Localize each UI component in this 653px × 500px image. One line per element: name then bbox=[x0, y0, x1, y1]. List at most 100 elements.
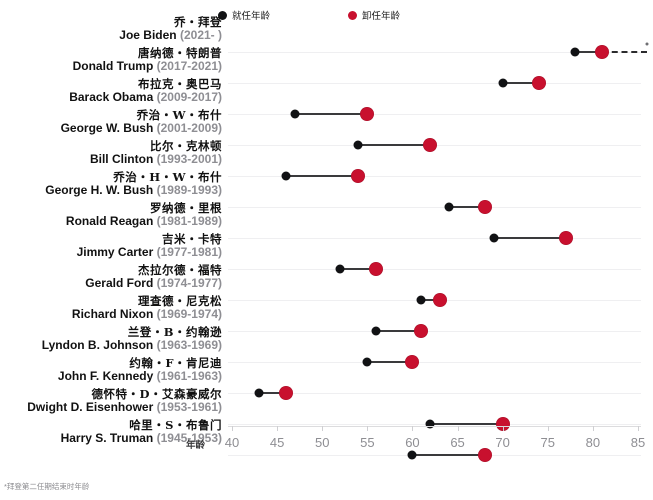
end-age-dot[interactable] bbox=[360, 107, 374, 121]
president-name-cn: 乔・拜登 bbox=[174, 15, 222, 29]
axis-tick-mark bbox=[412, 426, 414, 431]
president-name-en: Barack Obama (2009-2017) bbox=[69, 90, 222, 105]
row-plot bbox=[0, 53, 653, 90]
row-plot bbox=[0, 115, 653, 152]
end-age-dot[interactable] bbox=[532, 76, 546, 90]
row-plot bbox=[0, 84, 653, 121]
end-age-dot[interactable] bbox=[405, 355, 419, 369]
row-label: 约翰・F・肯尼迪 John F. Kennedy (1961-1963) bbox=[0, 356, 222, 384]
start-age-dot[interactable] bbox=[489, 233, 499, 243]
range-connector bbox=[376, 330, 422, 332]
president-term: (1961-1963) bbox=[156, 369, 222, 384]
axis-tick-label: 40 bbox=[224, 435, 240, 450]
start-age-dot[interactable] bbox=[498, 78, 508, 88]
start-age-dot[interactable] bbox=[254, 388, 264, 398]
chart-row: 吉米・卡特 Jimmy Carter (1977-1981) bbox=[0, 232, 653, 276]
axis-tick-label: 55 bbox=[360, 435, 375, 450]
axis-tick-mark bbox=[367, 426, 369, 431]
range-connector bbox=[430, 423, 503, 425]
range-connector bbox=[358, 144, 431, 146]
axis-tick-mark bbox=[592, 426, 594, 431]
chart-row: 德怀特・D・艾森豪威尔 Dwight D. Eisenhower (1953-19… bbox=[0, 387, 653, 431]
row-baseline bbox=[228, 269, 641, 270]
president-term: (2017-2021) bbox=[156, 59, 222, 74]
axis-tick-label: 85 bbox=[630, 435, 646, 450]
start-age-dot[interactable] bbox=[570, 47, 580, 57]
president-name-cn: 德怀特・D・艾森豪威尔 bbox=[91, 387, 222, 401]
start-age-dot[interactable] bbox=[425, 419, 435, 429]
range-connector bbox=[502, 82, 539, 84]
end-age-dot[interactable] bbox=[478, 200, 492, 214]
president-term: (2001-2009) bbox=[156, 121, 222, 136]
chart-row: 比尔・克林顿 Bill Clinton (1993-2001) bbox=[0, 139, 653, 183]
chart-row: 布拉克・奥巴马 Barack Obama (2009-2017) bbox=[0, 77, 653, 121]
president-name-cn: 约翰・F・肯尼迪 bbox=[129, 356, 222, 370]
axis-tick-label: 65 bbox=[450, 435, 465, 450]
end-age-dot[interactable] bbox=[433, 293, 446, 307]
end-age-dot[interactable] bbox=[414, 324, 428, 338]
row-label: 乔治・H・W・布什 George H. W. Bush (1989-1993) bbox=[0, 170, 222, 198]
range-connector bbox=[286, 175, 359, 177]
row-label: 唐纳德・特朗普 Donald Trump (2017-2021) bbox=[0, 46, 222, 74]
start-age-dot[interactable] bbox=[444, 202, 454, 212]
row-label: 理查德・尼克松 Richard Nixon (1969-1974) bbox=[0, 294, 222, 322]
chart-row: 唐纳德・特朗普 Donald Trump (2017-2021) bbox=[0, 46, 653, 90]
projected-range-connector bbox=[601, 51, 648, 53]
president-term: (1981-1989) bbox=[156, 214, 222, 229]
start-age-dot[interactable] bbox=[362, 357, 372, 367]
end-age-dot[interactable] bbox=[595, 45, 609, 59]
start-age-dot[interactable] bbox=[335, 264, 345, 274]
end-age-dot[interactable] bbox=[423, 138, 437, 152]
president-term: (1993-2001) bbox=[156, 152, 222, 167]
axis-tick-label: 60 bbox=[405, 435, 420, 450]
end-age-dot[interactable] bbox=[369, 262, 383, 276]
end-age-dot[interactable] bbox=[496, 417, 510, 431]
chart-rows: 乔・拜登 Joe Biden (2021- ) 唐纳德・特朗普 Donald Trum… bbox=[0, 15, 653, 462]
range-connector bbox=[448, 206, 485, 208]
president-name-cn: 布拉克・奥巴马 bbox=[138, 77, 222, 91]
start-age-dot[interactable] bbox=[281, 171, 291, 181]
row-plot bbox=[0, 177, 653, 214]
president-name-cn: 吉米・卡特 bbox=[162, 232, 222, 246]
legend-item-label: 就任年龄 bbox=[232, 11, 271, 22]
row-label: 兰登・B・约翰逊 Lyndon B. Johnson (1963-1969) bbox=[0, 325, 222, 353]
axis-tick-mark bbox=[547, 426, 549, 431]
president-name-en: Dwight D. Eisenhower (1953-1961) bbox=[27, 400, 222, 415]
end-age-dot[interactable] bbox=[559, 231, 573, 245]
president-term: (2009-2017) bbox=[156, 90, 222, 105]
row-plot bbox=[0, 239, 653, 276]
president-term: (1977-1981) bbox=[156, 245, 222, 260]
start-age-dot[interactable] bbox=[353, 140, 363, 150]
start-age-dot[interactable] bbox=[290, 109, 300, 119]
range-connector bbox=[367, 361, 413, 363]
row-label: 比尔・克林顿 Bill Clinton (1993-2001) bbox=[0, 139, 222, 167]
range-connector bbox=[574, 51, 602, 53]
axis-tick-label: 80 bbox=[585, 435, 601, 450]
axis-title: 年龄 bbox=[186, 440, 206, 451]
start-age-dot[interactable] bbox=[407, 450, 417, 460]
president-name-cn: 乔治・H・W・布什 bbox=[113, 170, 222, 184]
president-name-cn: 唐纳德・特朗普 bbox=[138, 46, 222, 60]
axis-tick-label: 75 bbox=[540, 435, 555, 450]
range-connector bbox=[340, 268, 377, 270]
axis-tick-label: 45 bbox=[269, 435, 285, 450]
row-plot bbox=[0, 425, 653, 462]
red-dot-icon bbox=[348, 10, 358, 20]
president-term: (1969-1974) bbox=[156, 307, 222, 322]
row-plot bbox=[0, 394, 653, 431]
end-age-dot[interactable] bbox=[478, 448, 492, 462]
row-plot bbox=[0, 146, 653, 183]
start-age-dot[interactable] bbox=[416, 295, 426, 305]
chart-row: 乔・拜登 Joe Biden (2021- ) bbox=[0, 15, 653, 59]
president-name-cn: 乔治・W・布什 bbox=[136, 108, 222, 122]
end-age-dot[interactable] bbox=[351, 169, 365, 183]
president-name-en: Joe Biden (2021- ) bbox=[119, 28, 222, 43]
row-label: 乔・拜登 Joe Biden (2021- ) bbox=[0, 15, 222, 43]
row-baseline bbox=[228, 331, 641, 332]
legend-item-label: 卸任年龄 bbox=[362, 11, 401, 22]
president-name-en: Harry S. Truman (1945-1953) bbox=[60, 431, 222, 446]
range-connector bbox=[412, 454, 485, 456]
end-age-dot[interactable] bbox=[279, 386, 293, 400]
start-age-dot[interactable] bbox=[371, 326, 381, 336]
row-label: 乔治・W・布什 George W. Bush (2001-2009) bbox=[0, 108, 222, 136]
